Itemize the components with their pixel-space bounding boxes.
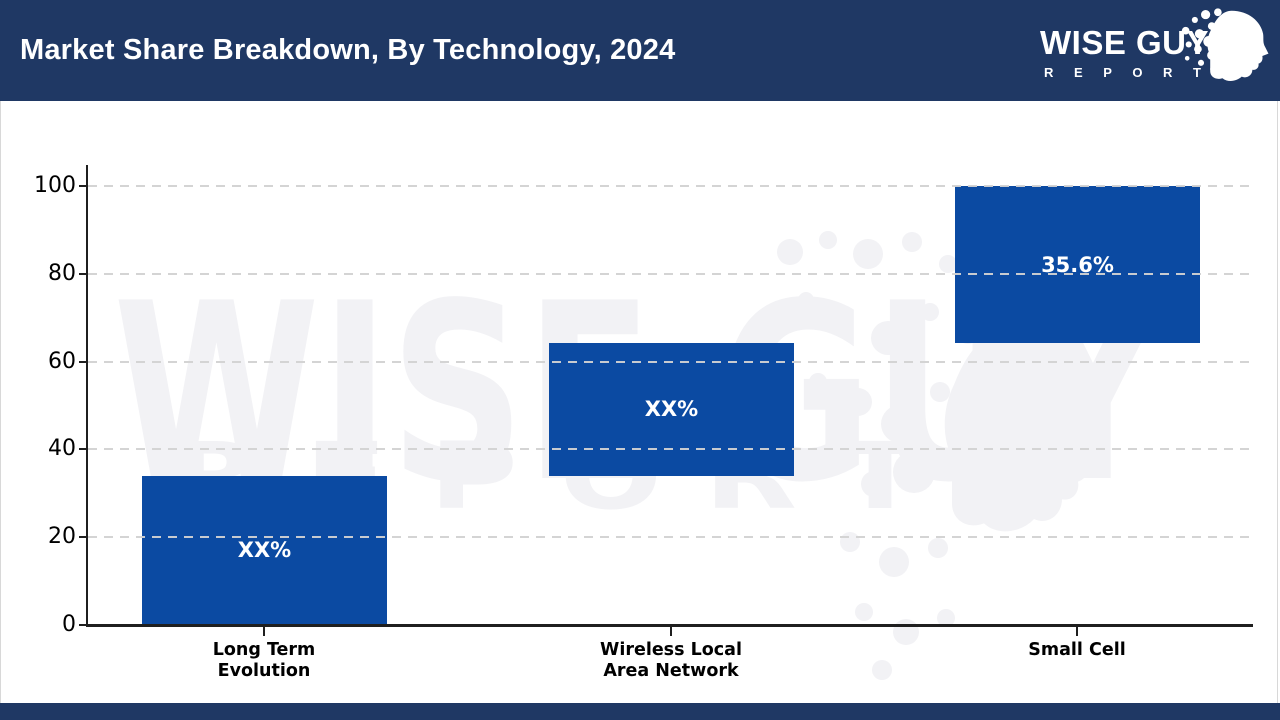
gridline [88,448,1253,451]
y-tick-label: 0 [62,612,76,637]
bar-value-label: XX% [644,397,699,422]
category-label-line: Long Term [212,640,316,660]
category-label-2: Wireless Local Area Network [511,640,831,682]
brand-logo-wordmark: WISE GUY [1040,24,1210,61]
category-label-1: Long Term Evolution [104,640,424,682]
x-axis-line [88,624,1253,627]
y-tick-mark [79,272,87,275]
bar-value-label: 35.6% [1041,252,1114,277]
y-axis-line [86,165,88,627]
y-tick-mark [79,536,87,539]
x-tick-mark [670,627,672,636]
y-tick-mark [79,448,87,451]
category-label-line: Evolution [217,661,311,681]
gridline [88,536,1253,539]
page-title: Market Share Breakdown, By Technology, 2… [20,34,676,66]
category-label-3: Small Cell [917,640,1237,661]
y-tick-mark [79,360,87,363]
gridline [88,360,1253,363]
y-tick-mark [79,185,87,187]
category-label-line: Area Network [603,661,739,681]
gridline [88,185,1253,187]
y-tick-label: 20 [48,524,76,550]
bar-wireless-local-area-network: XX% [549,342,794,476]
y-tick-mark [79,624,87,626]
x-tick-mark [1076,627,1078,636]
footer-band [0,703,1280,720]
brand-logo-subtext: R E P O R T S [1044,65,1239,80]
y-tick-label: 60 [48,348,76,374]
bar-small-cell: 35.6% [955,186,1200,343]
dotted-head-logo-icon [1181,8,1269,81]
category-label-line: Wireless Local [600,640,742,660]
brand-logo: WISE GUY R E P O R T S [1040,24,1270,96]
bar-value-label: XX% [237,538,292,563]
bar-long-term-evolution: XX% [142,475,387,625]
gridline [88,272,1253,275]
x-tick-mark [263,627,265,636]
y-tick-label: 80 [48,260,76,286]
y-tick-label: 100 [34,173,76,198]
header-band: Market Share Breakdown, By Technology, 2… [0,0,1280,101]
y-tick-label: 40 [48,436,76,462]
category-label-line: Small Cell [1028,640,1126,660]
